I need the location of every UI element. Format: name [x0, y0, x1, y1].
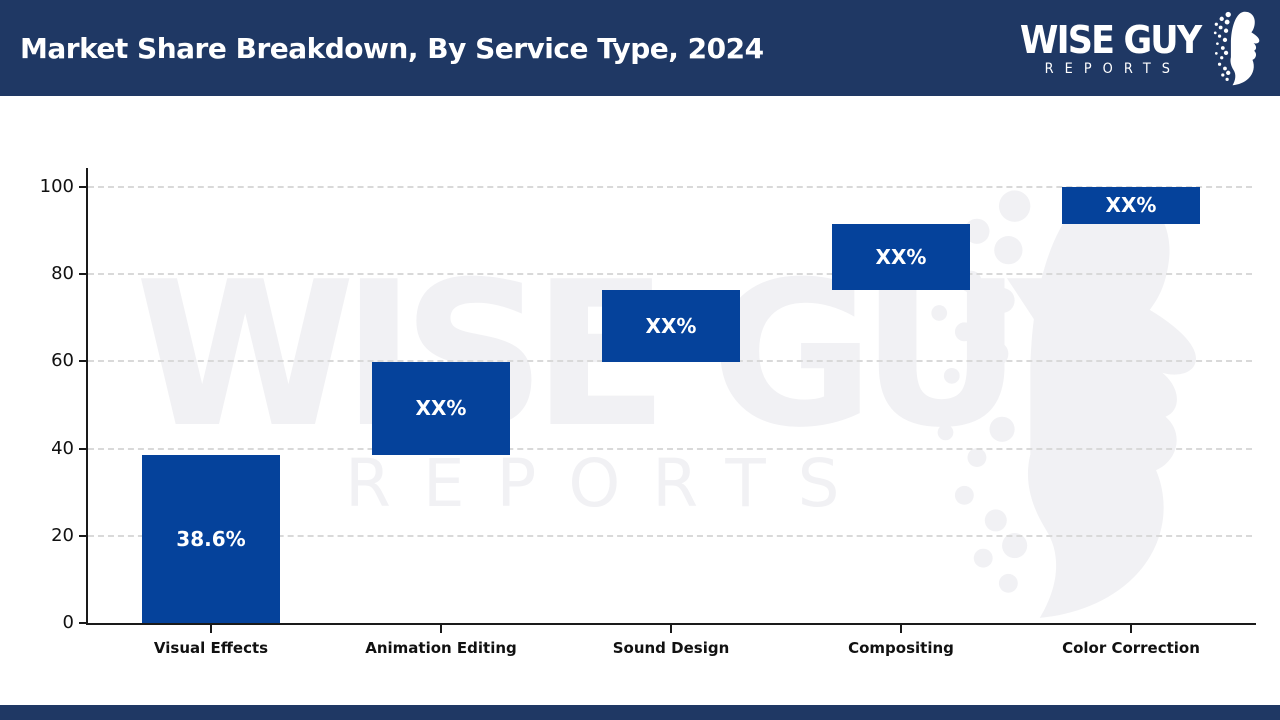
footer-bar	[0, 705, 1280, 720]
bar-value-label: XX%	[415, 396, 467, 421]
bar-sound-design: XX%	[602, 290, 740, 363]
x-tick-label: Color Correction	[1062, 639, 1200, 657]
bar-value-label: 38.6%	[176, 526, 246, 551]
y-tick-label: 60	[51, 350, 74, 372]
y-axis-line	[86, 168, 88, 625]
logo-wordmark: WISE GUY	[1019, 17, 1202, 62]
y-tick-label: 20	[51, 524, 74, 546]
bar-value-label: XX%	[645, 314, 697, 339]
y-tick-label: 0	[62, 612, 74, 633]
y-axis-tick	[79, 622, 87, 624]
x-tick-label: Sound Design	[612, 639, 730, 657]
x-axis-tick	[210, 625, 212, 633]
x-axis-tick	[900, 625, 902, 633]
gridline	[88, 186, 1252, 188]
x-tick-label: Visual Effects	[153, 639, 269, 657]
x-axis-tick	[670, 625, 672, 633]
y-axis-tick	[79, 186, 87, 188]
bar-value-label: XX%	[875, 244, 927, 269]
x-tick-label: Animation Editing	[365, 639, 517, 657]
x-axis-tick	[440, 625, 442, 633]
y-tick-label: 80	[51, 263, 74, 285]
y-axis-tick	[79, 534, 87, 537]
watermark-subtext: REPORTS	[345, 445, 872, 522]
plot-area: 0 20 40 60 80 100 38.6% XX% XX% XX% XX% Visual Effe…	[0, 96, 1280, 705]
gridline	[88, 273, 1252, 276]
gridline	[88, 534, 1252, 537]
gridline	[88, 447, 1252, 450]
bar-compositing: XX%	[832, 223, 970, 291]
y-axis-tick	[79, 360, 87, 363]
wise-guy-logo: WISE GUY REPORTS	[1012, 10, 1266, 86]
x-axis-line	[86, 623, 1256, 625]
x-tick-label: Compositing	[848, 639, 954, 657]
waterfall-chart: WISE GUY REPORTS 0 20 40 60 80 100 38.6% XX% XX%…	[0, 96, 1280, 705]
page-title: Market Share Breakdown, By Service Type,…	[20, 31, 764, 65]
header: Market Share Breakdown, By Service Type,…	[0, 0, 1280, 96]
y-axis-tick	[79, 273, 87, 276]
bar-visual-effects: 38.6%	[142, 454, 280, 623]
bar-color-correction: XX%	[1062, 187, 1200, 224]
wise-guy-face-icon	[1212, 10, 1266, 86]
y-axis-tick	[79, 447, 87, 450]
bar-animation-editing: XX%	[372, 362, 510, 455]
logo-subtext: REPORTS	[1044, 60, 1181, 77]
bar-value-label: XX%	[1105, 193, 1157, 218]
y-tick-label: 40	[51, 437, 74, 459]
y-tick-label: 100	[39, 176, 74, 197]
x-axis-tick	[1130, 625, 1132, 633]
